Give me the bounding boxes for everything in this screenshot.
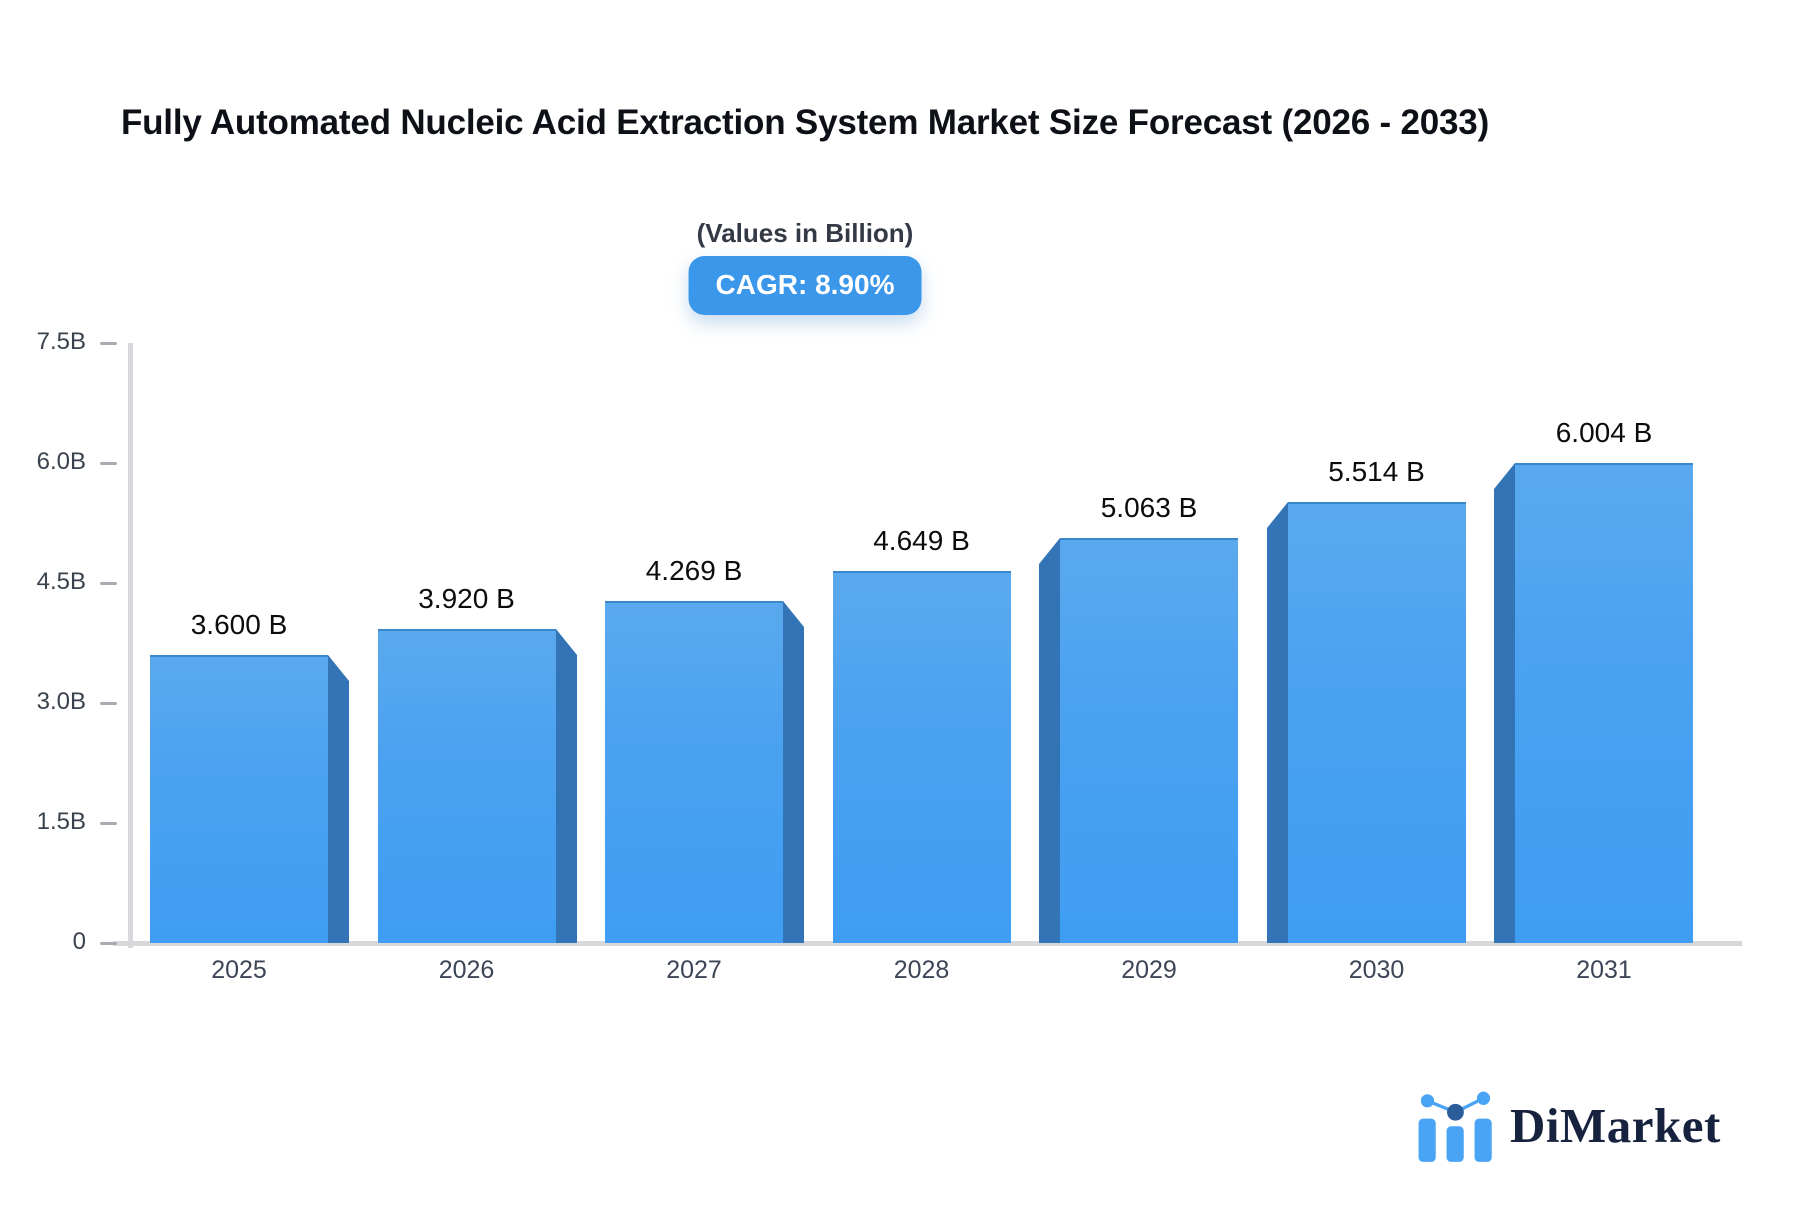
- x-axis-line: [113, 941, 1742, 946]
- y-tick-label-6.0B: 6.0B: [36, 448, 86, 475]
- bar-side-2029: [1039, 538, 1060, 943]
- chart-subtitle: (Values in Billion): [696, 218, 914, 248]
- y-tick-label-0: 0: [72, 928, 86, 955]
- y-tick-6.0B: [100, 462, 117, 465]
- bar-side-2026: [556, 629, 577, 943]
- y-tick-7.5B: [100, 342, 117, 345]
- bar-value-label-2027: 4.269 B: [645, 555, 743, 586]
- y-tick-4.5B: [100, 582, 117, 585]
- x-axis-label-2030: 2030: [1348, 956, 1405, 984]
- brand-name: DiMarket: [1510, 1097, 1721, 1153]
- bar-2028[interactable]: [833, 571, 1011, 943]
- y-tick-3.0B: [100, 702, 117, 705]
- bar-value-label-2029: 5.063 B: [1100, 492, 1198, 523]
- bar-side-2025: [328, 655, 349, 943]
- x-axis-label-2026: 2026: [438, 956, 495, 984]
- y-tick-label-4.5B: 4.5B: [36, 568, 86, 595]
- y-tick-label-7.5B: 7.5B: [36, 328, 86, 355]
- bar-value-label-2025: 3.600 B: [190, 609, 288, 640]
- bar-chart-logo-icon: [1416, 1088, 1500, 1162]
- bar-2027[interactable]: [605, 601, 783, 943]
- x-axis-label-2028: 2028: [893, 956, 950, 984]
- bar-value-label-2031: 6.004 B: [1555, 417, 1653, 448]
- brand-logo: DiMarket: [1416, 1088, 1721, 1162]
- bar-2029[interactable]: [1060, 538, 1238, 943]
- x-axis-label-2027: 2027: [666, 956, 722, 984]
- x-axis-label-2029: 2029: [1121, 956, 1177, 984]
- bar-2030[interactable]: [1288, 502, 1466, 943]
- bar-side-2031: [1494, 463, 1515, 943]
- x-axis-label-2031: 2031: [1576, 956, 1632, 984]
- y-tick-label-1.5B: 1.5B: [36, 808, 86, 835]
- y-tick-label-3.0B: 3.0B: [36, 688, 86, 715]
- bar-2025[interactable]: [150, 655, 328, 943]
- chart-title: Fully Automated Nucleic Acid Extraction …: [120, 103, 1490, 142]
- bar-value-label-2030: 5.514 B: [1328, 456, 1425, 487]
- bar-2026[interactable]: [378, 629, 556, 943]
- bar-2031[interactable]: [1515, 463, 1693, 943]
- cagr-badge: CAGR: 8.90%: [688, 256, 922, 315]
- bar-side-2030: [1267, 502, 1288, 943]
- bar-value-label-2026: 3.920 B: [418, 583, 515, 614]
- y-tick-0: [100, 942, 117, 945]
- bar-value-label-2028: 4.649 B: [873, 525, 970, 556]
- y-axis-line: [128, 343, 133, 948]
- y-tick-1.5B: [100, 822, 117, 825]
- bar-side-2027: [783, 601, 804, 943]
- x-axis-label-2025: 2025: [211, 956, 267, 984]
